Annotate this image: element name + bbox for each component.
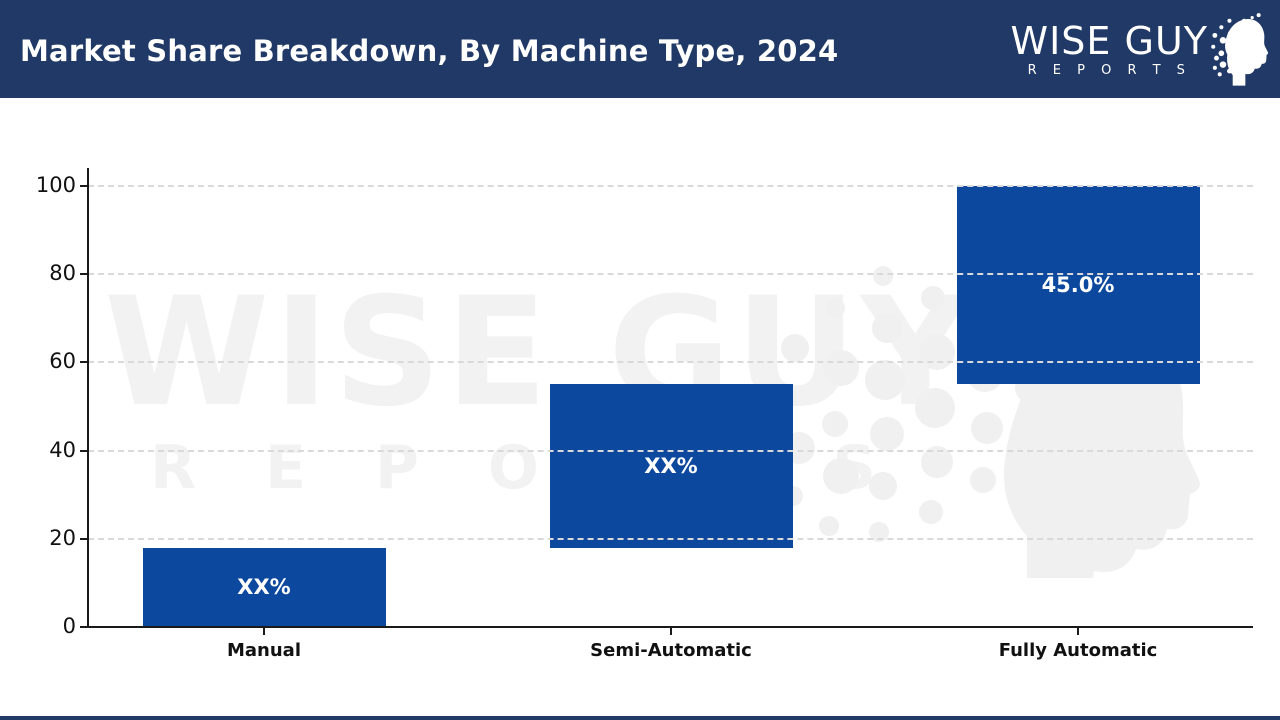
bar-value-label: XX%: [644, 454, 698, 479]
y-tick-label: 0: [62, 614, 76, 638]
x-tick-mark: [263, 628, 265, 635]
wiseguy-face-icon: [1210, 10, 1270, 90]
wiseguy-logo-wordmark: WISE GUY R E P O R T S: [1010, 18, 1208, 79]
bar-semi-automatic: [549, 384, 793, 548]
y-tick-mark: [80, 185, 87, 187]
logo-subtext: R E P O R T S: [1027, 63, 1191, 79]
footer-bar: [0, 716, 1280, 720]
x-tick-mark: [1077, 628, 1079, 635]
gridline-100: [88, 185, 1253, 187]
y-tick-mark: [80, 449, 87, 452]
x-tick-label: Manual: [226, 640, 302, 661]
header: Market Share Breakdown, By Machine Type,…: [0, 0, 1280, 98]
y-tick-label: 20: [49, 525, 76, 550]
wiseguy-logo: WISE GUY R E P O R T S: [1011, 4, 1270, 96]
bar-value-label: XX%: [237, 575, 291, 600]
bar-fully-automatic: [956, 186, 1200, 385]
gridline-20: [88, 537, 1253, 540]
y-tick-mark: [80, 537, 87, 540]
y-tick-mark: [80, 626, 87, 628]
gridline-60: [88, 361, 1253, 364]
y-tick-mark: [80, 361, 87, 364]
gridline-80: [88, 273, 1253, 276]
y-axis-line: [87, 168, 89, 628]
y-tick-label: 80: [49, 261, 76, 286]
bar-value-label: 45.0%: [1041, 273, 1115, 298]
logo-wordmark-text: WISE GUY: [1010, 18, 1208, 63]
y-tick-mark: [80, 273, 87, 276]
bar-manual: [142, 547, 386, 627]
x-tick-label: Fully Automatic: [998, 640, 1158, 661]
chart-title: Market Share Breakdown, By Machine Type,…: [20, 34, 839, 68]
x-tick-label: Semi-Automatic: [590, 640, 752, 661]
y-tick-label: 100: [35, 173, 76, 197]
x-axis-line: [87, 626, 1253, 628]
y-tick-label: 40: [49, 437, 76, 462]
watermark-wordmark: WISE GUY: [104, 266, 974, 440]
gridline-40: [88, 449, 1253, 452]
x-tick-mark: [670, 628, 672, 635]
y-tick-label: 60: [49, 349, 76, 374]
